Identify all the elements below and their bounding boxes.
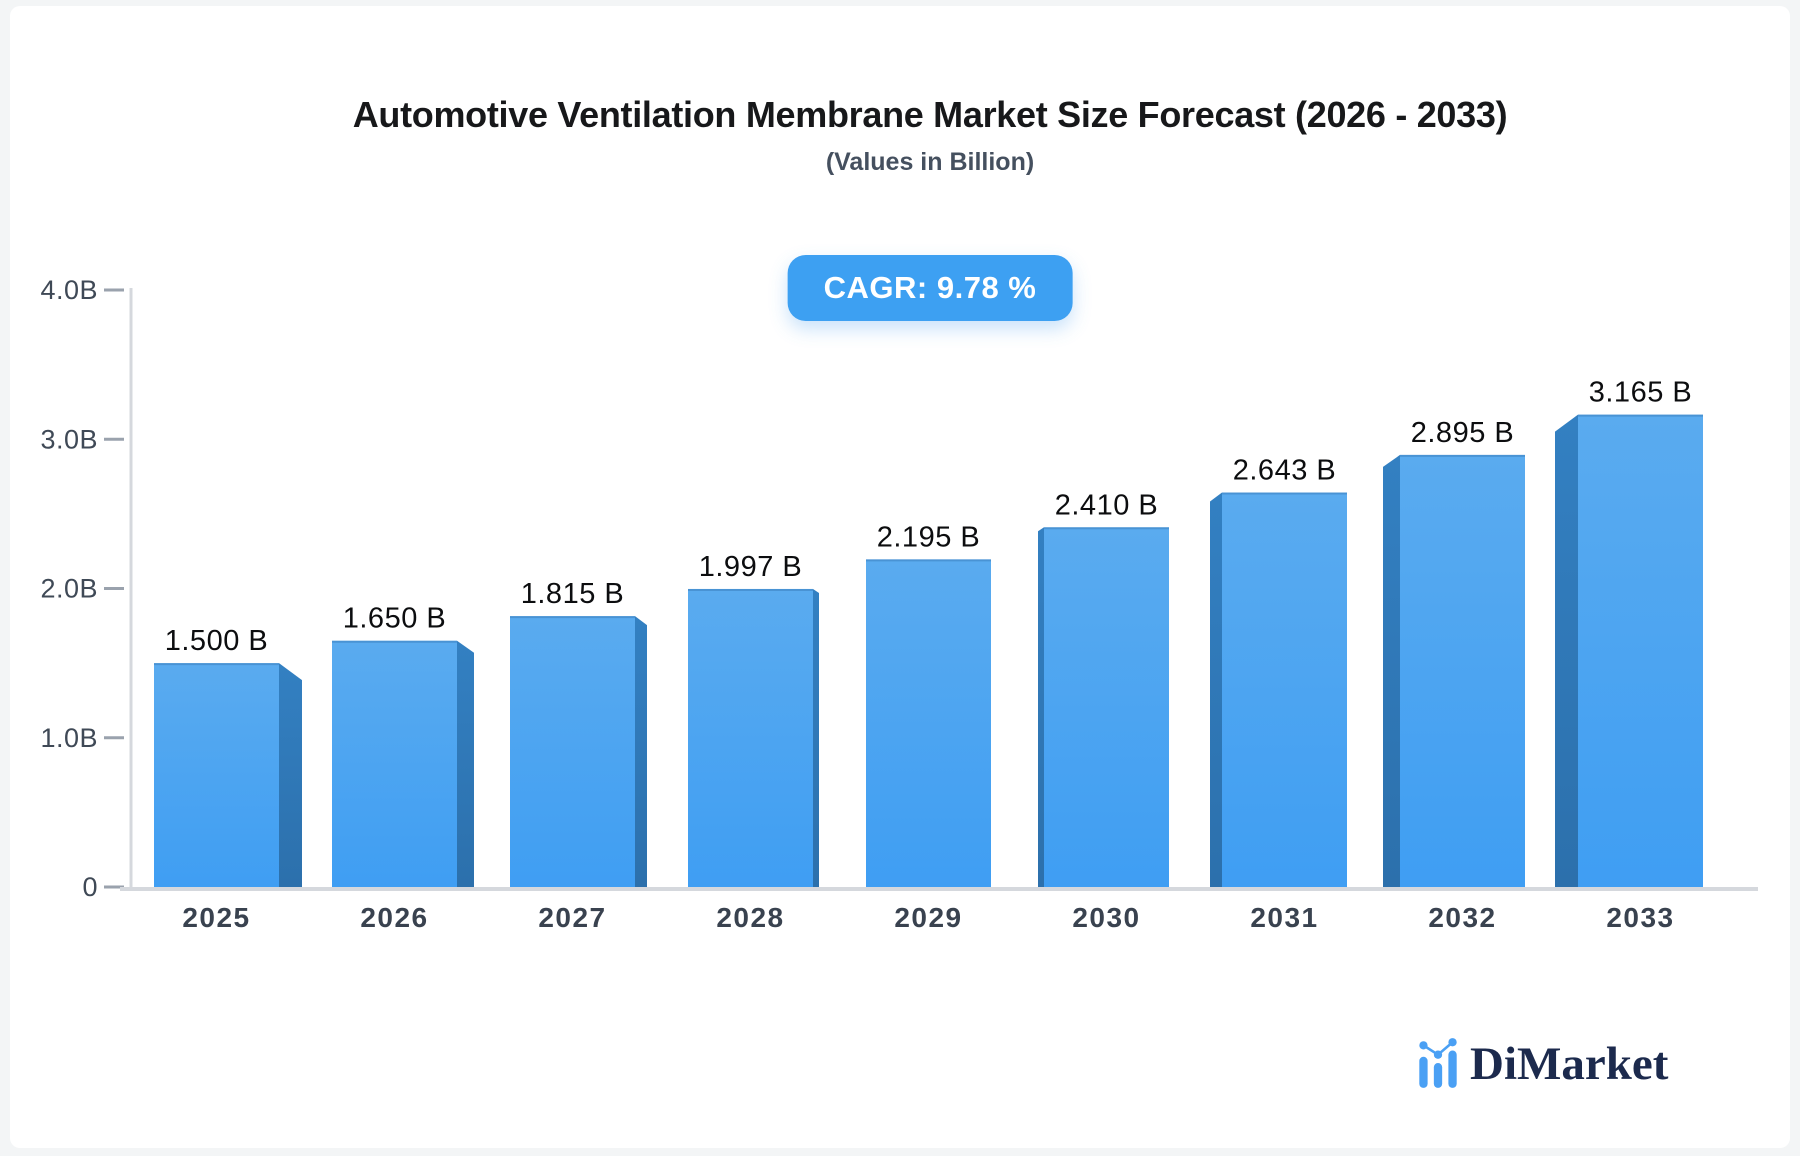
bar-value-label: 1.500 B xyxy=(165,625,268,657)
brand-logo-text: DiMarket xyxy=(1470,1038,1669,1090)
bar-value-label: 2.195 B xyxy=(877,521,980,553)
bar-front-face xyxy=(154,663,279,887)
bar-value-label: 1.650 B xyxy=(343,603,446,635)
mini-bar-chart-icon xyxy=(1419,1038,1457,1088)
bar-group-2029[interactable]: 2.195 B 2029 xyxy=(866,521,991,933)
cagr-badge: CAGR: 9.78 % xyxy=(787,255,1073,321)
x-axis-year-label: 2033 xyxy=(1606,902,1674,933)
bar-side-face xyxy=(457,640,474,887)
bar-group-2027[interactable]: 1.815 B 2027 xyxy=(510,578,647,933)
bar-value-label: 3.165 B xyxy=(1589,377,1692,409)
bar-side-face xyxy=(1383,454,1400,887)
y-axis-tick-label: 3.0B xyxy=(40,424,98,454)
chart-subtitle: (Values in Billion) xyxy=(825,148,1035,176)
bar-value-label: 2.643 B xyxy=(1233,455,1336,487)
y-axis-tick-label: 1.0B xyxy=(40,723,98,753)
x-axis-year-label: 2029 xyxy=(894,902,962,933)
y-axis-tick-label: 0 xyxy=(82,872,98,902)
chart-title: Automotive Ventilation Membrane Market S… xyxy=(352,94,1508,135)
bar-group-2028[interactable]: 1.997 B 2028 xyxy=(688,551,819,933)
brand-logo[interactable]: DiMarket xyxy=(1418,1036,1668,1090)
x-axis-year-label: 2028 xyxy=(716,902,784,933)
bar-value-label: 1.997 B xyxy=(699,551,802,583)
bar-group-2032[interactable]: 2.895 B 2032 xyxy=(1383,417,1525,933)
bar-side-face xyxy=(813,588,819,887)
bar-front-face xyxy=(1222,492,1347,887)
bar-side-face xyxy=(1555,414,1578,887)
bar-front-face xyxy=(510,616,635,887)
x-axis-year-label: 2031 xyxy=(1250,902,1318,933)
x-axis-year-label: 2025 xyxy=(182,902,250,933)
bar-side-face xyxy=(1210,492,1222,887)
bar-value-label: 2.410 B xyxy=(1055,489,1158,521)
bar-group-2026[interactable]: 1.650 B 2026 xyxy=(332,603,474,933)
x-axis-year-label: 2026 xyxy=(360,902,428,933)
x-axis-year-label: 2030 xyxy=(1072,902,1140,933)
bar-value-label: 1.815 B xyxy=(521,578,624,610)
bar-value-label: 2.895 B xyxy=(1411,417,1514,449)
bar-side-face xyxy=(279,663,302,887)
bar-front-face xyxy=(1044,527,1169,887)
bar-side-face xyxy=(1038,527,1044,887)
bar-side-face xyxy=(635,616,647,887)
bar-front-face xyxy=(1578,414,1703,887)
bar-front-face xyxy=(688,588,813,887)
y-axis-tick-label: 4.0B xyxy=(40,275,98,305)
bar-group-2030[interactable]: 2.410 B 2030 xyxy=(1038,489,1169,933)
y-axis-tick-label: 2.0B xyxy=(40,574,98,604)
bar-group-2031[interactable]: 2.643 B 2031 xyxy=(1210,455,1347,933)
bar-front-face xyxy=(332,640,457,887)
bar-front-face xyxy=(1400,454,1525,887)
bar-group-2033[interactable]: 3.165 B 2033 xyxy=(1555,377,1703,933)
bar-front-face xyxy=(866,559,991,887)
bar-group-2025[interactable]: 1.500 B 2025 xyxy=(154,625,302,933)
x-axis-year-label: 2027 xyxy=(538,902,606,933)
x-axis-year-label: 2032 xyxy=(1428,902,1496,933)
